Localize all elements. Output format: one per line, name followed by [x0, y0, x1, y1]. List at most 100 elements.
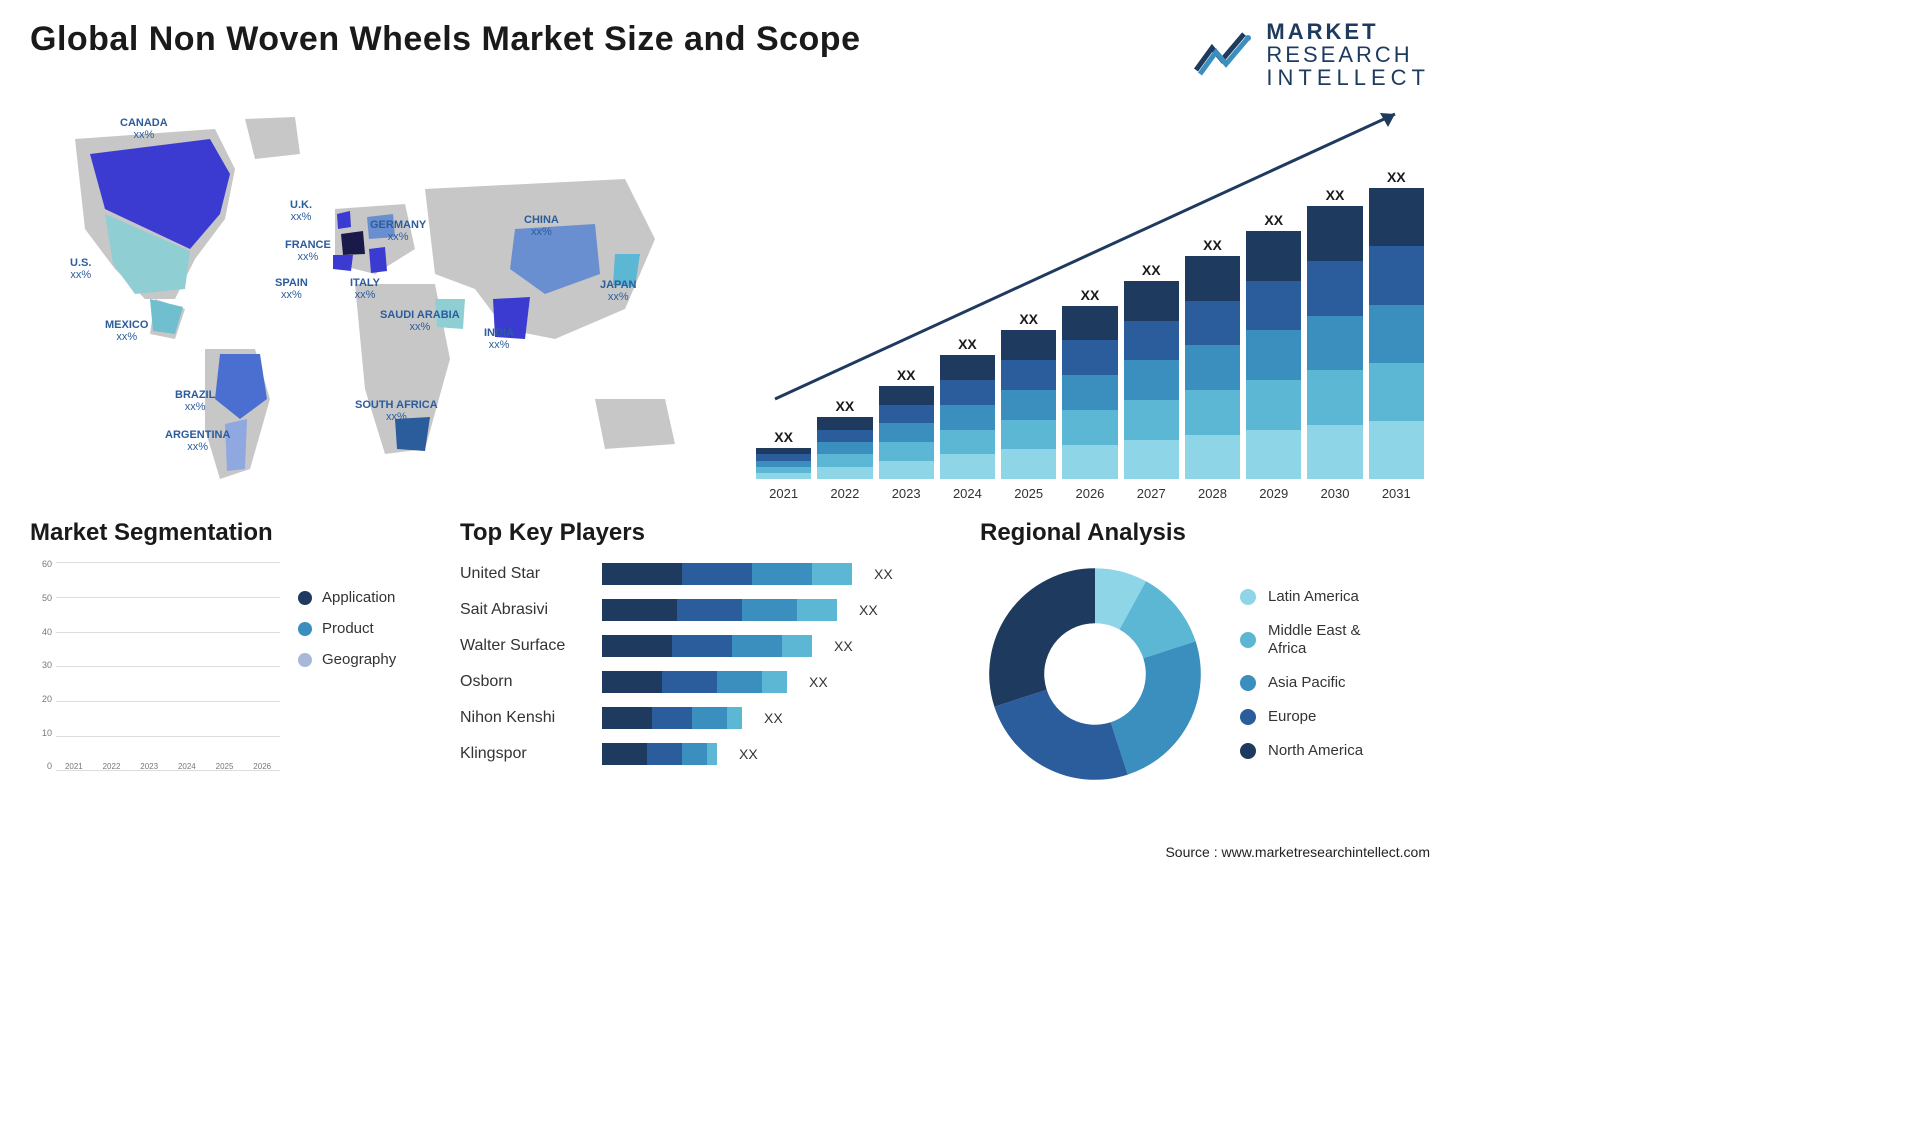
legend-dot: [298, 653, 312, 667]
legend-dot: [1240, 743, 1256, 759]
growth-value: XX: [897, 367, 916, 383]
country-label: BRAZILxx%: [175, 389, 215, 413]
seg-bar: 2021: [58, 759, 90, 771]
bottom-row: Market Segmentation 6050403020100 202120…: [30, 519, 1430, 829]
growth-bar: XX2029: [1246, 169, 1301, 479]
legend-label: Product: [322, 620, 374, 637]
player-row: Nihon KenshiXX: [460, 707, 940, 729]
y-tick: 10: [30, 728, 52, 738]
player-value: XX: [834, 638, 853, 654]
legend-dot: [298, 591, 312, 605]
growth-year: 2026: [1075, 486, 1104, 501]
legend-label: Geography: [322, 651, 396, 668]
player-name: United Star: [460, 565, 590, 583]
player-bar: [602, 743, 717, 765]
legend-item: Application: [298, 589, 396, 606]
player-value: XX: [874, 566, 893, 582]
player-name: Nihon Kenshi: [460, 709, 590, 727]
growth-year: 2022: [830, 486, 859, 501]
seg-year: 2023: [140, 762, 158, 771]
seg-bar: 2022: [96, 759, 128, 771]
growth-year: 2031: [1382, 486, 1411, 501]
growth-value: XX: [1326, 187, 1345, 203]
player-value: XX: [809, 674, 828, 690]
legend-label: Middle East & Africa: [1268, 622, 1380, 658]
player-name: Sait Abrasivi: [460, 601, 590, 619]
logo: MARKET RESEARCH INTELLECT: [1194, 20, 1430, 89]
legend-item: Europe: [1240, 708, 1380, 726]
seg-bar: 2025: [209, 759, 241, 771]
growth-year: 2027: [1137, 486, 1166, 501]
logo-text: MARKET RESEARCH INTELLECT: [1266, 20, 1430, 89]
logo-line2: RESEARCH: [1266, 43, 1430, 66]
legend-item: North America: [1240, 742, 1380, 760]
country-label: JAPANxx%: [600, 279, 636, 303]
players-panel: Top Key Players United StarXXSait Abrasi…: [460, 519, 940, 829]
regional-title: Regional Analysis: [980, 519, 1430, 547]
player-row: Osborn XX: [460, 671, 940, 693]
country-label: U.K.xx%: [290, 199, 312, 223]
growth-year: 2030: [1321, 486, 1350, 501]
country-label: GERMANYxx%: [370, 219, 426, 243]
growth-bar: XX2028: [1185, 169, 1240, 479]
growth-bar: XX2030: [1307, 169, 1362, 479]
donut-segment: [989, 568, 1095, 706]
regional-panel: Regional Analysis Latin America Middle Ea…: [980, 519, 1430, 829]
segmentation-panel: Market Segmentation 6050403020100 202120…: [30, 519, 420, 829]
country-label: CHINAxx%: [524, 214, 559, 238]
player-bar: [602, 707, 742, 729]
seg-bar: 2026: [246, 759, 278, 771]
growth-bar: XX2023: [879, 169, 934, 479]
legend-label: Latin America: [1268, 588, 1359, 606]
growth-year: 2029: [1259, 486, 1288, 501]
growth-value: XX: [1142, 262, 1161, 278]
growth-bar: XX2026: [1062, 169, 1117, 479]
legend-item: Latin America: [1240, 588, 1380, 606]
y-tick: 20: [30, 694, 52, 704]
growth-value: XX: [774, 429, 793, 445]
country-label: SOUTH AFRICAxx%: [355, 399, 438, 423]
growth-bar: XX2021: [756, 169, 811, 479]
growth-chart: XX2021XX2022XX2023XX2024XX2025XX2026XX20…: [750, 169, 1430, 479]
growth-bar: XX2022: [817, 169, 872, 479]
country-label: U.S.xx%: [70, 257, 91, 281]
growth-value: XX: [1387, 169, 1406, 185]
segmentation-title: Market Segmentation: [30, 519, 420, 547]
growth-bar: XX2031: [1369, 169, 1424, 479]
segmentation-legend: Application Product Geography: [298, 559, 396, 668]
legend-label: Application: [322, 589, 395, 606]
growth-bar: XX2025: [1001, 169, 1056, 479]
seg-bar: 2024: [171, 759, 203, 771]
country-label: ITALYxx%: [350, 277, 380, 301]
top-row: CANADAxx%U.S.xx%MEXICOxx%BRAZILxx%ARGENT…: [30, 99, 1430, 499]
y-tick: 30: [30, 660, 52, 670]
growth-value: XX: [1264, 212, 1283, 228]
legend-label: North America: [1268, 742, 1363, 760]
player-name: Osborn: [460, 673, 590, 691]
regional-legend: Latin America Middle East & Africa Asia Pa…: [1240, 588, 1380, 760]
player-name: Klingspor: [460, 745, 590, 763]
logo-line3: INTELLECT: [1266, 66, 1430, 89]
seg-year: 2024: [178, 762, 196, 771]
logo-icon: [1194, 30, 1254, 80]
seg-bar: 2023: [133, 759, 165, 771]
player-value: XX: [859, 602, 878, 618]
legend-dot: [1240, 709, 1256, 725]
growth-year: 2025: [1014, 486, 1043, 501]
page-title: Global Non Woven Wheels Market Size and …: [30, 20, 860, 59]
growth-year: 2028: [1198, 486, 1227, 501]
player-bar: [602, 563, 852, 585]
country-label: SAUDI ARABIAxx%: [380, 309, 460, 333]
growth-chart-panel: XX2021XX2022XX2023XX2024XX2025XX2026XX20…: [750, 99, 1430, 499]
legend-label: Asia Pacific: [1268, 674, 1346, 692]
legend-label: Europe: [1268, 708, 1316, 726]
growth-value: XX: [1019, 311, 1038, 327]
legend-dot: [298, 622, 312, 636]
growth-value: XX: [1203, 237, 1222, 253]
header-row: Global Non Woven Wheels Market Size and …: [30, 20, 1430, 89]
players-chart: United Star XX Sait Abrasivi XX Walter Surfa…: [460, 559, 940, 765]
player-name: Walter Surface: [460, 637, 590, 655]
growth-year: 2021: [769, 486, 798, 501]
legend-item: Middle East & Africa: [1240, 622, 1380, 658]
growth-bar: XX2027: [1124, 169, 1179, 479]
